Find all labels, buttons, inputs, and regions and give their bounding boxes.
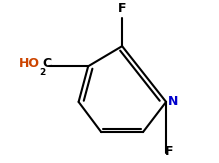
- Text: C: C: [43, 57, 52, 70]
- Text: N: N: [168, 95, 178, 108]
- Text: HO: HO: [19, 57, 40, 70]
- Text: F: F: [165, 145, 173, 158]
- Text: F: F: [118, 2, 126, 15]
- Text: 2: 2: [39, 68, 46, 77]
